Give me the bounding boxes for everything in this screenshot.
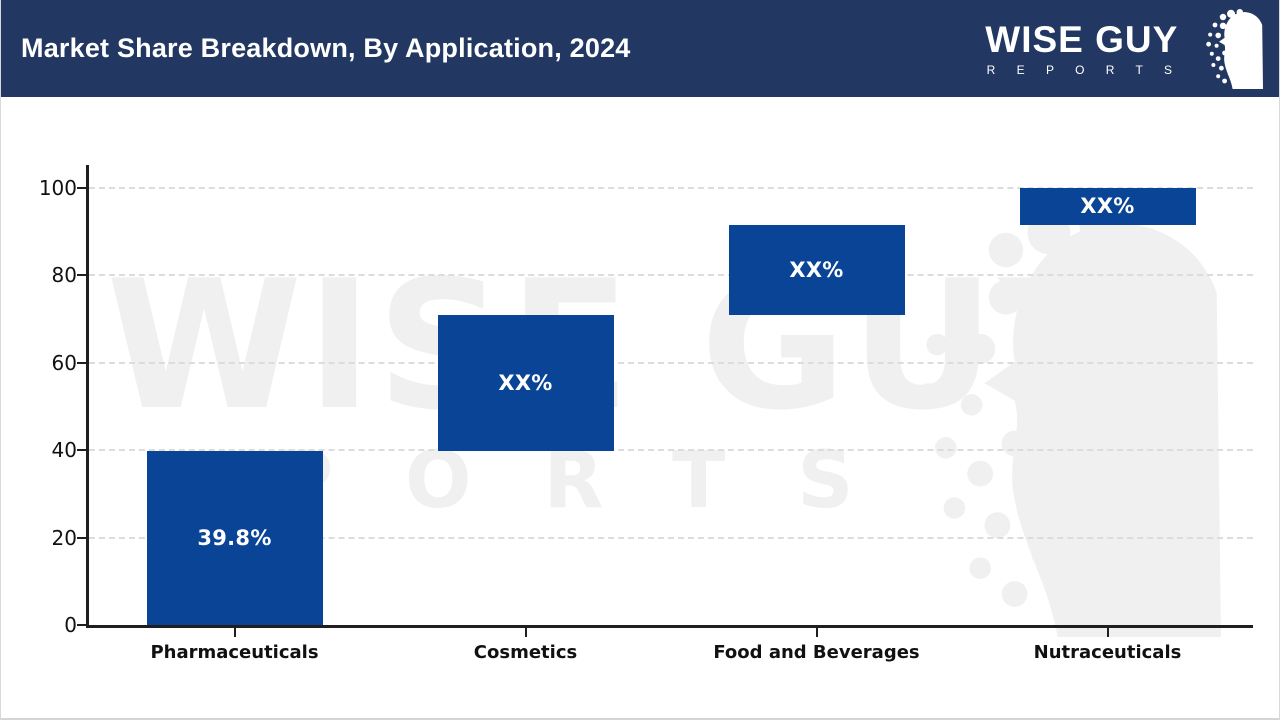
watermark-subtitle: PORTS [276,436,926,526]
x-axis-line [86,625,1253,628]
logo-wordmark: WISE GUY [985,18,1179,60]
y-axis-tick-label: 0 [64,613,77,637]
y-axis-tick-label: 80 [51,263,77,287]
x-axis-category-label: Pharmaceuticals [150,642,319,663]
bar-value-label: XX% [789,258,844,283]
x-axis-tick-mark [1106,628,1109,637]
bar-value-label: XX% [1080,194,1135,219]
y-axis-tick-mark [77,186,87,189]
y-axis-tick-mark [77,536,87,539]
chart-title: Market Share Breakdown, By Application, … [21,33,631,63]
dotted-face-icon [1206,8,1263,89]
x-axis-category-label: Cosmetics [473,642,578,663]
bar-food-and-beverages: XX% [728,225,905,316]
x-axis-tick-mark [815,628,818,637]
bar-value-label: XX% [498,371,553,396]
gridline [89,186,1253,189]
y-axis-tick-label: 40 [51,438,77,462]
y-axis-tick-label: 60 [51,350,77,375]
x-axis-tick-mark [233,628,236,637]
plot-area: 0 20 40 60 80 100 39.8% Pharmaceuticals XX% Cosme… [1,97,1279,718]
bar-nutraceuticals: XX% [1019,187,1196,226]
logo-subtitle: R E P O R T S [986,62,1181,77]
y-axis-line [86,165,89,628]
x-axis-category-label: Nutraceuticals [1033,642,1182,663]
gridline [89,274,1253,276]
y-axis-tick-label: 20 [51,525,77,550]
chart: WISE GUY PORTS 0 20 40 60 80 100 39.8% Pharmace… [1,97,1279,718]
gridline [89,536,1253,539]
y-axis-tick-mark [77,361,87,364]
header-banner: Market Share Breakdown, By Application, … [1,0,1279,97]
bar-value-label: 39.8% [197,525,272,550]
bar-pharmaceuticals: 39.8% [146,450,323,625]
y-axis-tick-label: 100 [38,175,77,200]
bar-cosmetics: XX% [437,315,614,451]
y-axis-tick-mark [77,274,87,276]
x-axis-tick-mark [524,628,527,637]
gridline [89,361,1253,364]
wise-guy-reports-logo: WISE GUY R E P O R T S [983,7,1263,91]
y-axis-tick-mark [77,624,87,626]
y-axis-tick-mark [77,449,87,451]
gridline [89,449,1253,451]
x-axis-category-label: Food and Beverages [713,642,920,663]
